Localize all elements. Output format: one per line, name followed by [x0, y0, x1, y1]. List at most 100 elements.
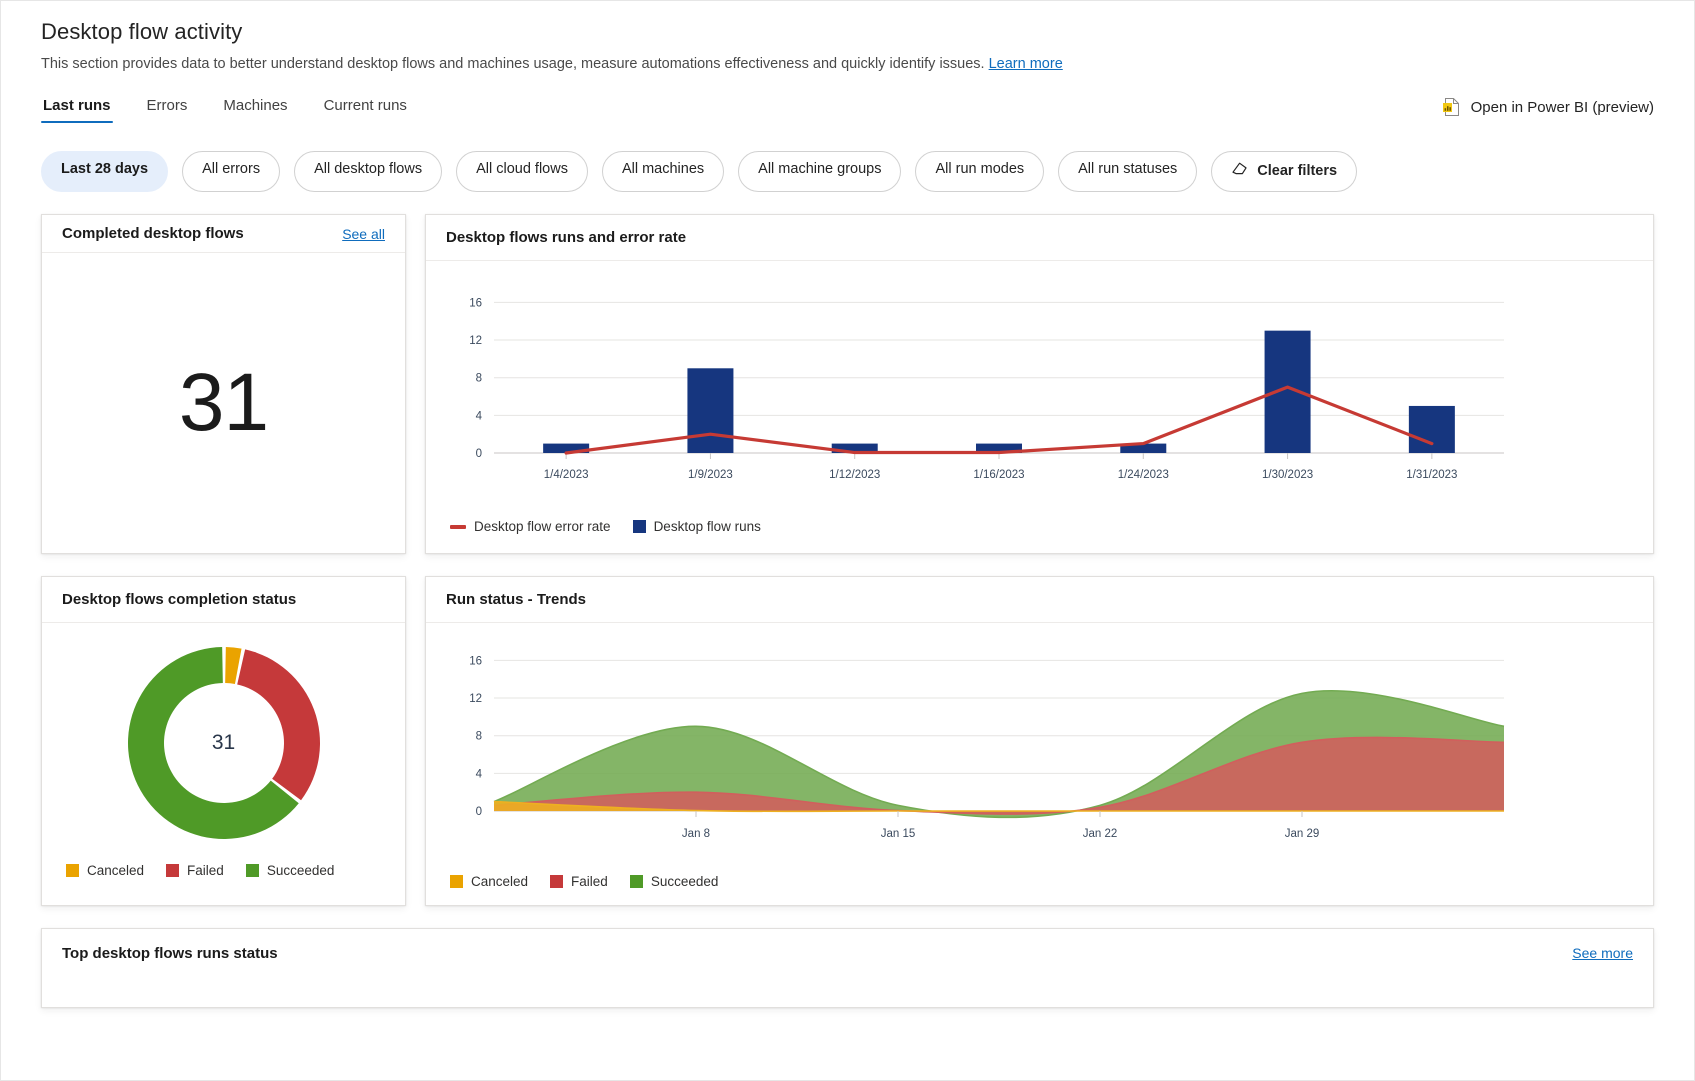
svg-text:1/31/2023: 1/31/2023 — [1406, 469, 1457, 481]
tab-current-runs[interactable]: Current runs — [323, 97, 407, 114]
svg-text:8: 8 — [476, 731, 482, 743]
legend-label-succeeded: Succeeded — [650, 874, 719, 889]
card-runs-and-error-rate: Desktop flows runs and error rate 0 4 8 12 1… — [425, 214, 1654, 554]
tabs-row: Last runs Errors Machines Current runs O… — [1, 94, 1694, 123]
legend-swatch-succeeded — [629, 875, 643, 888]
legend-label-canceled: Canceled — [87, 863, 145, 878]
legend-label-runs: Desktop flow runs — [653, 519, 761, 534]
legend-swatch-runs — [632, 520, 646, 533]
legend-label-failed: Failed — [571, 874, 608, 889]
card-title: Top desktop flows runs status — [62, 944, 278, 962]
svg-text:1/4/2023: 1/4/2023 — [544, 469, 589, 481]
open-in-power-bi-button[interactable]: Open in Power BI (preview) — [1442, 97, 1654, 123]
tab-errors[interactable]: Errors — [146, 97, 188, 114]
donut-svg — [127, 647, 320, 839]
card-completion-status: Desktop flows completion status 31 Cance… — [41, 576, 406, 906]
svg-text:16: 16 — [469, 655, 482, 667]
filter-all-errors[interactable]: All errors — [182, 151, 281, 192]
filter-all-machines[interactable]: All machines — [601, 151, 725, 192]
legend-item-failed[interactable]: Failed — [166, 863, 224, 878]
svg-text:1/30/2023: 1/30/2023 — [1262, 469, 1313, 481]
legend-item-failed[interactable]: Failed — [550, 874, 608, 889]
card-body: 31 — [42, 253, 405, 553]
eraser-icon — [1231, 160, 1248, 183]
legend-item-succeeded[interactable]: Succeeded — [245, 863, 335, 878]
legend-item-succeeded[interactable]: Succeeded — [629, 874, 719, 889]
clear-filters-label: Clear filters — [1257, 163, 1338, 179]
legend-label-succeeded: Succeeded — [266, 863, 335, 878]
card-title: Run status - Trends — [446, 591, 587, 608]
svg-text:1/16/2023: 1/16/2023 — [973, 469, 1024, 481]
card-completed-desktop-flows: Completed desktop flows See all 31 — [41, 214, 406, 554]
svg-text:Jan 22: Jan 22 — [1083, 828, 1118, 840]
tab-machines[interactable]: Machines — [223, 97, 288, 114]
legend-item-canceled[interactable]: Canceled — [450, 874, 528, 889]
svg-text:Jan 29: Jan 29 — [1285, 828, 1320, 840]
svg-text:Jan 15: Jan 15 — [881, 828, 916, 840]
svg-text:8: 8 — [476, 373, 482, 385]
open-in-power-bi-label: Open in Power BI (preview) — [1470, 98, 1654, 116]
svg-text:4: 4 — [476, 768, 483, 780]
svg-text:0: 0 — [476, 806, 482, 818]
card-title: Desktop flows completion status — [62, 591, 297, 608]
card-header: Desktop flows runs and error rate — [426, 215, 1653, 261]
legend-swatch-succeeded — [245, 864, 259, 877]
page-subtitle: This section provides data to better und… — [41, 56, 1694, 72]
completed-flows-value: 31 — [178, 357, 269, 448]
clear-filters-button[interactable]: Clear filters — [1211, 151, 1358, 192]
svg-text:12: 12 — [469, 335, 482, 347]
completion-status-donut: 31 — [126, 645, 322, 841]
bar-line-chart-svg: 0 4 8 12 16 1/4/2023 1/9/2023 1/12/2023 1/16/202… — [469, 297, 1504, 481]
legend-item-error-rate[interactable]: Desktop flow error rate — [450, 519, 611, 534]
filter-pill-bar: Last 28 days All errors All desktop flow… — [1, 123, 1694, 192]
svg-text:12: 12 — [469, 693, 482, 705]
tab-last-runs[interactable]: Last runs — [41, 94, 129, 123]
filter-last-28-days[interactable]: Last 28 days — [41, 151, 169, 192]
learn-more-link[interactable]: Learn more — [988, 56, 1063, 72]
card-header: Completed desktop flows See all — [42, 215, 405, 253]
donut-center-value: 31 — [211, 731, 236, 754]
runs-error-chart: 0 4 8 12 16 1/4/2023 1/9/2023 1/12/2023 1/16/202… — [426, 261, 1653, 525]
see-all-link[interactable]: See all — [342, 225, 385, 242]
svg-text:1/24/2023: 1/24/2023 — [1118, 469, 1169, 481]
legend-label-error-rate: Desktop flow error rate — [474, 519, 611, 534]
filter-all-desktop-flows[interactable]: All desktop flows — [294, 151, 443, 192]
card-body: 0 4 8 12 16 1/4/2023 1/9/2023 1/12/2023 1/16/202… — [426, 261, 1653, 553]
legend-label-failed: Failed — [187, 863, 224, 878]
area-chart-legend: Canceled Failed Succeeded — [426, 874, 1653, 889]
svg-text:16: 16 — [469, 297, 482, 309]
card-header: Top desktop flows runs status See more — [42, 929, 1653, 977]
card-body: 0 4 8 12 16 Jan 8 Jan 15 Jan 22 Jan 29 Canceled … — [426, 623, 1653, 905]
legend-label-canceled: Canceled — [471, 874, 529, 889]
dashboard-grid: Completed desktop flows See all 31 Deskt… — [1, 192, 1694, 906]
svg-text:Jan 8: Jan 8 — [682, 828, 710, 840]
card-header: Run status - Trends — [426, 577, 1653, 623]
page-title: Desktop flow activity — [41, 19, 243, 44]
area-chart-svg: 0 4 8 12 16 Jan 8 Jan 15 Jan 22 Jan 29 — [469, 655, 1505, 840]
powerbi-file-icon — [1442, 97, 1461, 117]
legend-item-canceled[interactable]: Canceled — [66, 863, 144, 878]
donut-legend: Canceled Failed Succeeded — [42, 841, 334, 894]
card-run-status-trends: Run status - Trends 0 4 8 12 16 Jan 8 Jan 15 Ja… — [425, 576, 1654, 906]
donut-wrap: 31 Canceled Failed Succeed — [42, 623, 405, 894]
svg-text:1/9/2023: 1/9/2023 — [688, 469, 733, 481]
svg-text:1/12/2023: 1/12/2023 — [829, 469, 880, 481]
card-top-desktop-flows-runs-status: Top desktop flows runs status See more — [41, 928, 1654, 1008]
see-more-link[interactable]: See more — [1572, 945, 1633, 961]
filter-all-run-statuses[interactable]: All run statuses — [1058, 151, 1198, 192]
card-body: 31 Canceled Failed Succeed — [42, 623, 405, 905]
legend-swatch-failed — [550, 875, 564, 888]
filter-all-cloud-flows[interactable]: All cloud flows — [456, 151, 588, 192]
bar-chart-legend: Desktop flow error rate Desktop flow run… — [426, 519, 1653, 534]
legend-item-runs[interactable]: Desktop flow runs — [632, 519, 761, 534]
filter-all-run-modes[interactable]: All run modes — [915, 151, 1045, 192]
tablist: Last runs Errors Machines Current runs — [41, 94, 425, 123]
filter-all-machine-groups[interactable]: All machine groups — [738, 151, 902, 192]
svg-text:0: 0 — [476, 448, 482, 460]
card-title: Completed desktop flows — [62, 225, 244, 242]
legend-swatch-canceled — [66, 864, 79, 877]
run-trends-chart: 0 4 8 12 16 Jan 8 Jan 15 Jan 22 Jan 29 — [426, 623, 1653, 882]
card-title: Desktop flows runs and error rate — [446, 229, 687, 246]
page-header: Desktop flow activity This section provi… — [1, 1, 1694, 72]
